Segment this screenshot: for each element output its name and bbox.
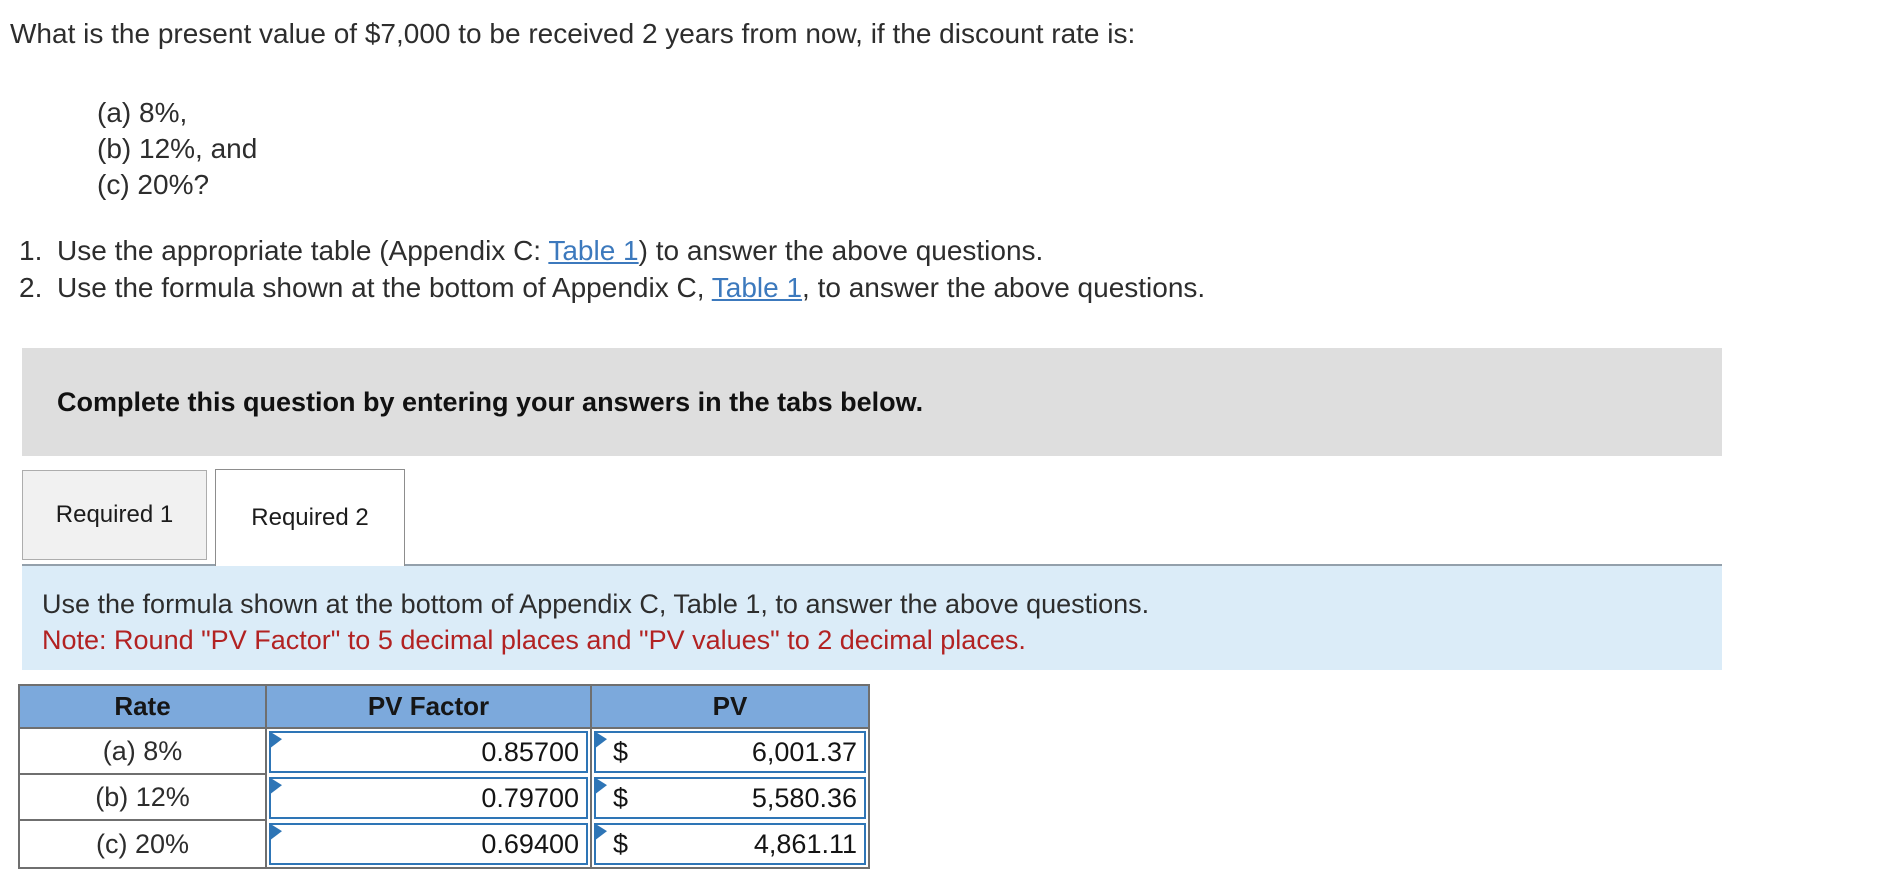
rate-label-b: (b) 12% xyxy=(20,775,267,821)
table-row: (a) 8% 0.85700 $ 6,001.37 xyxy=(20,729,868,775)
pv-factor-value-a: 0.85700 xyxy=(481,736,579,767)
pv-factor-input-b[interactable]: 0.79700 xyxy=(269,777,588,819)
instruction-2-text: Use the formula shown at the bottom of A… xyxy=(57,269,1205,306)
answer-flag-icon xyxy=(269,823,282,841)
instruction-1-post: ) to answer the above questions. xyxy=(638,235,1044,266)
answer-flag-icon xyxy=(269,777,282,795)
instruction-1-pre: Use the appropriate table (Appendix C: xyxy=(57,235,549,266)
pv-cell-c: $ 4,861.11 xyxy=(592,821,868,867)
pv-cell-a: $ 6,001.37 xyxy=(592,729,868,775)
table-row: (b) 12% 0.79700 $ 5,580.36 xyxy=(20,775,868,821)
header-pv-factor: PV Factor xyxy=(267,686,592,729)
rate-label-a: (a) 8% xyxy=(20,729,267,775)
header-rate: Rate xyxy=(20,686,267,729)
pv-input-a[interactable]: $ 6,001.37 xyxy=(594,731,866,773)
table-header-row: Rate PV Factor PV xyxy=(20,686,868,729)
instruction-1-text: Use the appropriate table (Appendix C: T… xyxy=(57,232,1043,269)
instruction-1: 1. Use the appropriate table (Appendix C… xyxy=(19,232,1205,269)
pv-factor-value-b: 0.79700 xyxy=(481,782,579,813)
pv-factor-input-c[interactable]: 0.69400 xyxy=(269,823,588,865)
panel-instruction: Use the formula shown at the bottom of A… xyxy=(42,589,1150,619)
instruction-2-number: 2. xyxy=(19,272,43,303)
instruction-2-pre: Use the formula shown at the bottom of A… xyxy=(57,272,712,303)
rate-label-c: (c) 20% xyxy=(20,821,267,867)
question-options: (a) 8%, (b) 12%, and (c) 20%? xyxy=(97,95,257,203)
currency-symbol: $ xyxy=(613,782,629,813)
option-b: (b) 12%, and xyxy=(97,133,258,164)
banner-text: Complete this question by entering your … xyxy=(57,386,924,417)
answer-flag-icon xyxy=(594,777,607,795)
pv-factor-value-c: 0.69400 xyxy=(481,828,579,859)
table-1-link[interactable]: Table 1 xyxy=(548,235,639,266)
tab-required-1[interactable]: Required 1 xyxy=(22,470,207,560)
instruction-2: 2. Use the formula shown at the bottom o… xyxy=(19,269,1205,306)
instruction-2-post: , to answer the above questions. xyxy=(802,272,1206,303)
pv-factor-cell-a: 0.85700 xyxy=(267,729,592,775)
pv-value-a: 6,001.37 xyxy=(751,736,857,767)
question-text: What is the present value of $7,000 to b… xyxy=(10,18,1136,49)
instruction-list: 1. Use the appropriate table (Appendix C… xyxy=(19,232,1205,306)
table-1-link[interactable]: Table 1 xyxy=(711,272,803,303)
currency-symbol: $ xyxy=(613,736,629,767)
pv-value-c: 4,861.11 xyxy=(753,828,857,859)
table-row: (c) 20% 0.69400 $ 4,861.11 xyxy=(20,821,868,867)
pv-input-b[interactable]: $ 5,580.36 xyxy=(594,777,866,819)
pv-value-b: 5,580.36 xyxy=(751,782,857,813)
pv-factor-cell-b: 0.79700 xyxy=(267,775,592,821)
pv-factor-input-a[interactable]: 0.85700 xyxy=(269,731,588,773)
answer-flag-icon xyxy=(269,731,282,749)
option-a: (a) 8%, xyxy=(97,97,188,128)
answer-flag-icon xyxy=(594,731,607,749)
tab-required-2[interactable]: Required 2 xyxy=(215,469,405,566)
pv-cell-b: $ 5,580.36 xyxy=(592,775,868,821)
tab-content-panel: Use the formula shown at the bottom of A… xyxy=(22,564,1722,670)
answer-flag-icon xyxy=(594,823,607,841)
panel-rounding-note: Note: Round "PV Factor" to 5 decimal pla… xyxy=(42,625,1026,655)
currency-symbol: $ xyxy=(613,828,629,859)
pv-input-c[interactable]: $ 4,861.11 xyxy=(594,823,866,865)
option-c: (c) 20%? xyxy=(97,169,210,200)
complete-question-banner: Complete this question by entering your … xyxy=(22,348,1722,456)
pv-factor-cell-c: 0.69400 xyxy=(267,821,592,867)
header-pv: PV xyxy=(592,686,868,729)
instruction-1-number: 1. xyxy=(19,235,43,266)
answer-table: Rate PV Factor PV (a) 8% 0.85700 $ 6,001… xyxy=(18,684,870,869)
